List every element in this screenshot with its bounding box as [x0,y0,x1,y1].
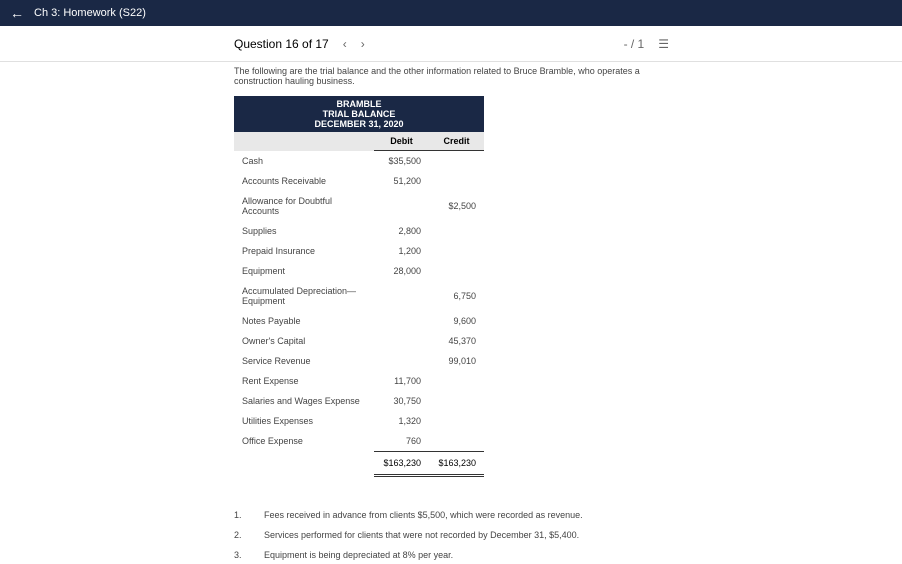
debit-cell: 1,200 [374,241,429,261]
debit-cell [374,191,429,221]
debit-cell [374,281,429,311]
acct-cell: Supplies [234,221,374,241]
acct-cell: Rent Expense [234,371,374,391]
credit-cell: 99,010 [429,351,484,371]
item-text: Fees received in advance from clients $5… [264,510,583,520]
debit-cell: 1,320 [374,411,429,431]
item-number: 2. [234,530,246,540]
tb-title-2: TRIAL BALANCE [237,109,481,119]
credit-cell [429,371,484,391]
credit-cell [429,431,484,452]
col-debit: Debit [374,132,429,151]
debit-cell: 11,700 [374,371,429,391]
credit-cell [429,391,484,411]
list-item: 2. Services performed for clients that we… [234,525,668,545]
prev-question-button[interactable]: ‹ [343,37,347,51]
tb-title-3: DECEMBER 31, 2020 [237,119,481,129]
adjustments-list: 1. Fees received in advance from clients … [234,505,668,564]
acct-cell: Salaries and Wages Expense [234,391,374,411]
credit-cell [429,171,484,191]
credit-cell [429,221,484,241]
content-area: The following are the trial balance and … [0,62,902,564]
acct-cell: Accounts Receivable [234,171,374,191]
list-item: 3. Equipment is being depreciated at 8% p… [234,545,668,564]
acct-cell: Allowance for Doubtful Accounts [234,191,374,221]
debit-cell: $35,500 [374,151,429,172]
debit-cell [374,311,429,331]
debit-cell: 51,200 [374,171,429,191]
acct-cell: Equipment [234,261,374,281]
debit-cell: 2,800 [374,221,429,241]
credit-cell [429,411,484,431]
tb-title-1: BRAMBLE [237,99,481,109]
question-toolbar: Question 16 of 17 ‹ › - / 1 ☰ [0,26,902,62]
credit-cell: 45,370 [429,331,484,351]
app-header: ← Ch 3: Homework (S22) [0,0,902,26]
credit-cell [429,261,484,281]
debit-cell: 760 [374,431,429,452]
debit-cell: 28,000 [374,261,429,281]
col-credit: Credit [429,132,484,151]
credit-cell: 9,600 [429,311,484,331]
header-title: Ch 3: Homework (S22) [34,7,146,19]
item-number: 3. [234,550,246,560]
question-score: - / 1 [624,37,645,51]
list-item: 1. Fees received in advance from clients … [234,505,668,525]
acct-cell: Accumulated Depreciation—Equipment [234,281,374,311]
credit-cell: 6,750 [429,281,484,311]
acct-cell: Service Revenue [234,351,374,371]
acct-cell: Prepaid Insurance [234,241,374,261]
total-debit: $163,230 [374,452,429,475]
acct-cell: Office Expense [234,431,374,452]
intro-text: The following are the trial balance and … [234,62,668,96]
credit-cell: $2,500 [429,191,484,221]
credit-cell [429,241,484,261]
acct-cell: Notes Payable [234,311,374,331]
acct-cell: Utilities Expenses [234,411,374,431]
acct-cell: Owner's Capital [234,331,374,351]
debit-cell [374,351,429,371]
credit-cell [429,151,484,172]
back-arrow-icon[interactable]: ← [10,5,24,21]
debit-cell [374,331,429,351]
trial-balance-table: BRAMBLE TRIAL BALANCE DECEMBER 31, 2020 … [234,96,484,475]
next-question-button[interactable]: › [361,37,365,51]
item-number: 1. [234,510,246,520]
acct-cell: Cash [234,151,374,172]
question-label: Question 16 of 17 [234,37,329,51]
item-text: Equipment is being depreciated at 8% per… [264,550,453,560]
item-text: Services performed for clients that were… [264,530,579,540]
debit-cell: 30,750 [374,391,429,411]
menu-icon[interactable]: ☰ [658,37,668,51]
total-credit: $163,230 [429,452,484,475]
